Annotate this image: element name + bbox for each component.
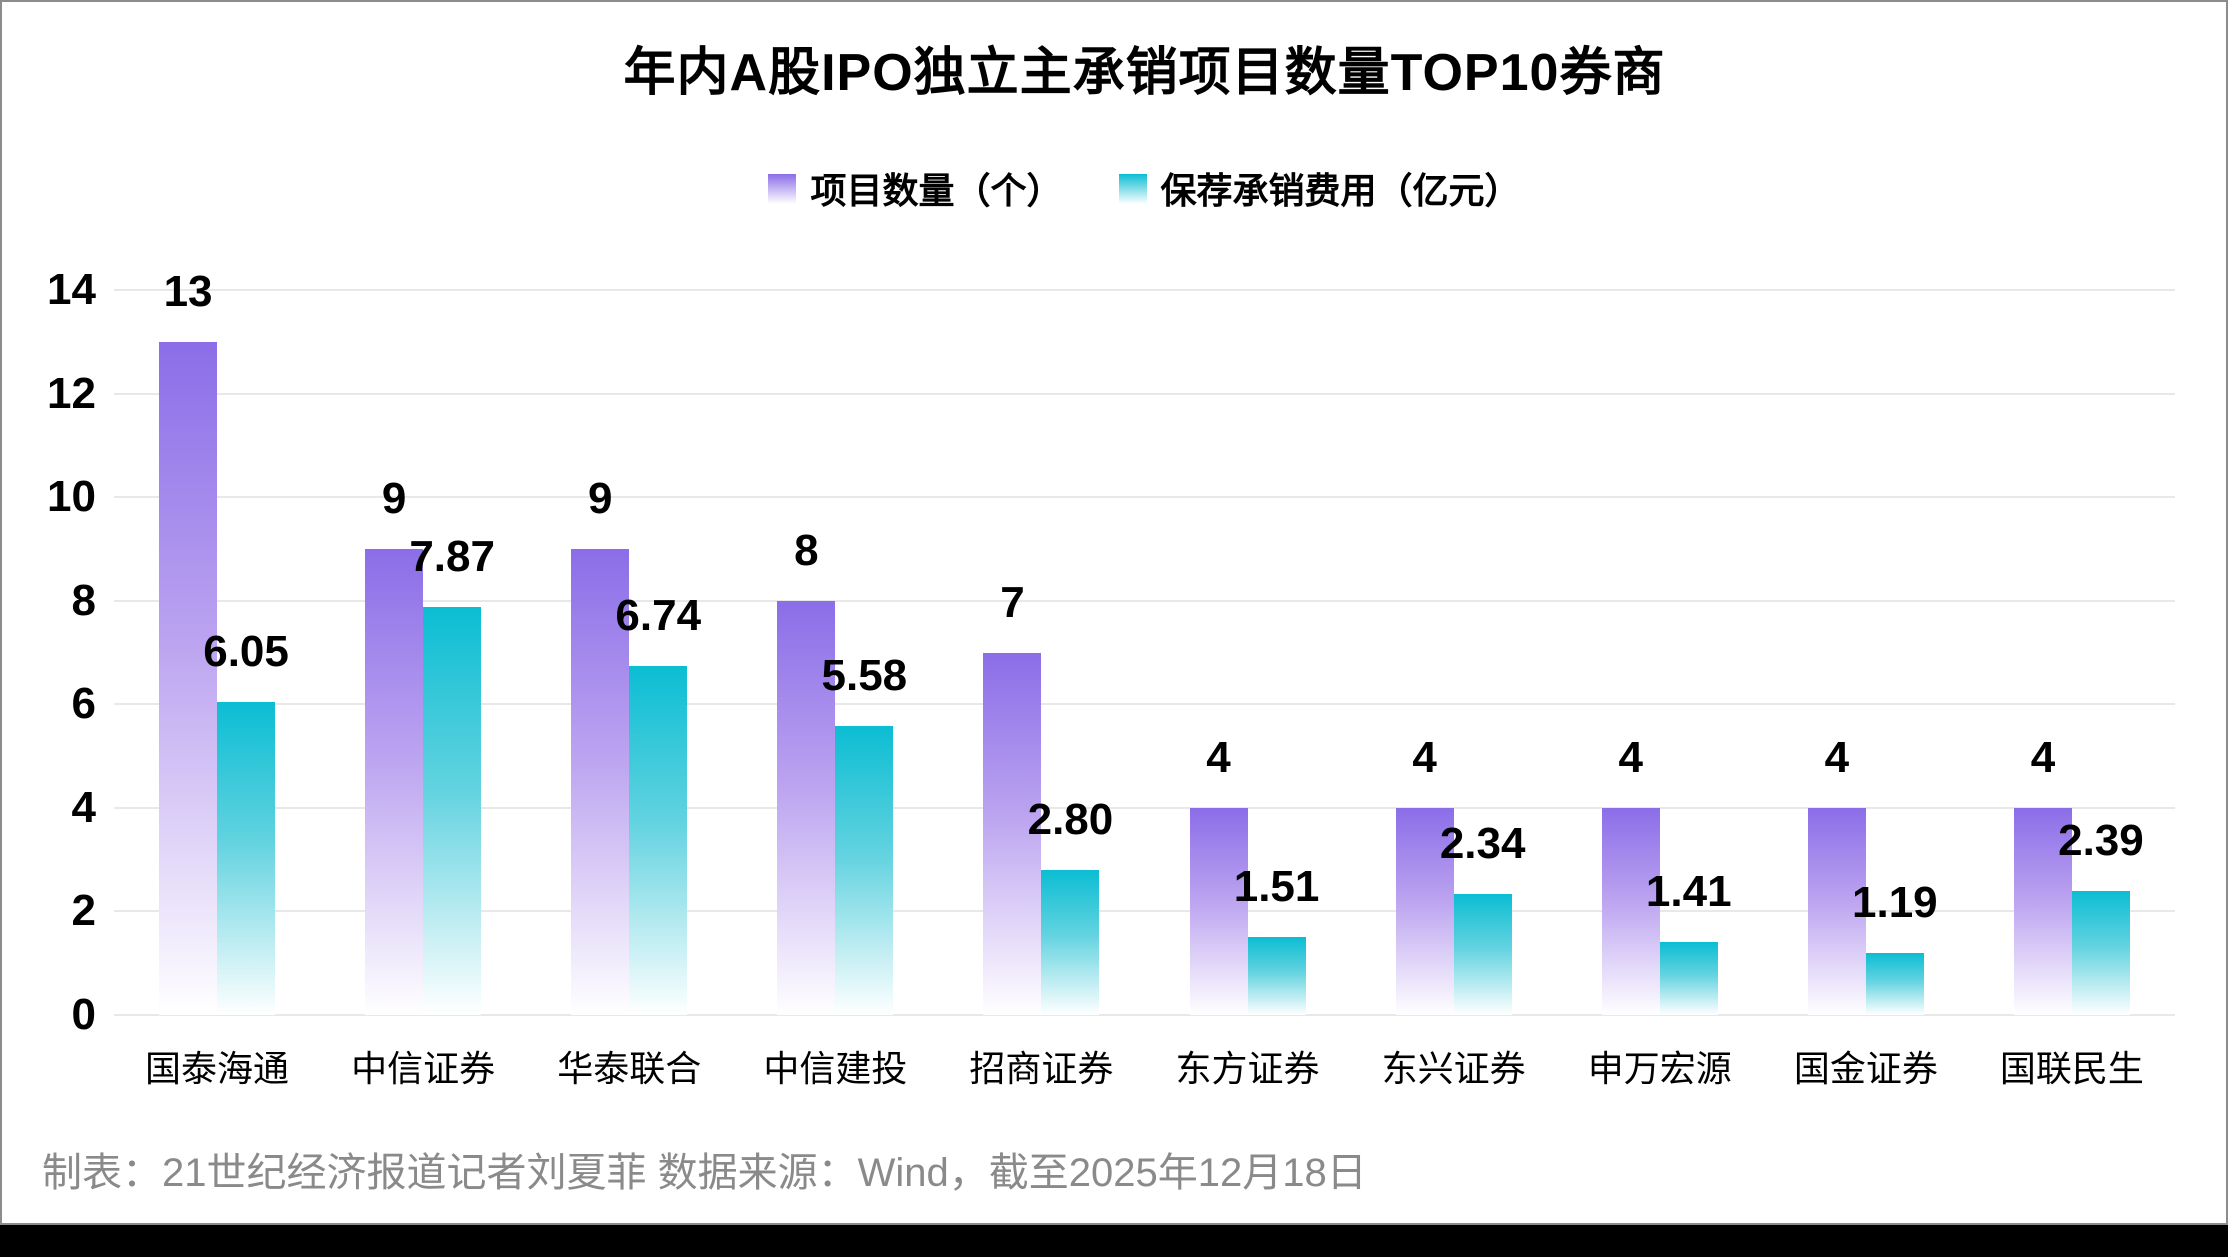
category-label: 东方证券 xyxy=(1175,1048,1320,1089)
legend-item-fees: 保荐承销费用（亿元） xyxy=(1118,162,1521,214)
bar-projects xyxy=(2013,807,2072,1015)
category-label: 申万宏源 xyxy=(1587,1048,1732,1089)
bar-projects xyxy=(571,548,630,1015)
category-label: 中信证券 xyxy=(351,1048,496,1089)
bar-fees xyxy=(2071,891,2130,1015)
grid-line xyxy=(114,1014,2175,1016)
category-label: 华泰联合 xyxy=(557,1048,702,1089)
source-note: 制表：21世纪经济报道记者刘夏菲 数据来源：Wind，截至2025年12月18日 xyxy=(42,1151,1367,1195)
bar-projects xyxy=(1189,807,1248,1015)
bar-fees xyxy=(1041,870,1100,1015)
bar-value-label: 7 xyxy=(1000,577,1025,627)
bar-value-label: 4 xyxy=(2030,732,2056,782)
category-label: 东兴证券 xyxy=(1381,1048,1526,1089)
bar-value-label: 4 xyxy=(1824,732,1850,782)
y-axis-tick-label: 8 xyxy=(71,575,96,625)
grid-line xyxy=(114,806,2175,809)
bar-fees xyxy=(629,665,688,1015)
bar-fees xyxy=(1659,941,1718,1015)
bottom-black-band xyxy=(0,1225,2228,1257)
legend: 项目数量（个） 保荐承销费用（亿元） xyxy=(114,162,2175,214)
legend-item-projects: 项目数量（个） xyxy=(768,162,1063,214)
legend-swatch-fees-icon xyxy=(1118,174,1147,204)
legend-label-projects: 项目数量（个） xyxy=(810,170,1063,211)
category-label: 国泰海通 xyxy=(145,1048,290,1089)
y-axis-tick-label: 14 xyxy=(47,265,96,314)
bar-projects xyxy=(983,652,1042,1015)
y-axis-tick-label: 0 xyxy=(71,990,96,1039)
bar-value-label: 9 xyxy=(381,473,407,523)
grid-line xyxy=(114,599,2175,602)
bar-value-label: 2.34 xyxy=(1439,818,1526,868)
bar-value-label: 13 xyxy=(163,266,213,316)
y-axis-tick-label: 6 xyxy=(71,679,96,729)
bar-projects xyxy=(1395,807,1454,1015)
grid-line xyxy=(114,289,2175,291)
chart-card: 年内A股IPO独立主承销项目数量TOP10券商 项目数量（个） 保荐承销费用（亿… xyxy=(0,0,2228,1225)
plot-area: 13 6.05 9 7.87 9 6.74 8 5.58 7 2.80 4 1.51 4 2.34 4 1.4… xyxy=(114,269,2175,1016)
y-axis-tick-label: 4 xyxy=(71,782,96,832)
legend-label-fees: 保荐承销费用（亿元） xyxy=(1160,170,1521,211)
bar-fees xyxy=(1453,893,1512,1015)
bar-fees xyxy=(835,726,894,1015)
bar-value-label: 6.74 xyxy=(615,590,702,640)
bar-fees xyxy=(217,701,276,1015)
bar-value-label: 1.19 xyxy=(1852,878,1938,928)
bar-value-label: 9 xyxy=(588,473,613,523)
bar-projects xyxy=(1807,807,1866,1015)
bar-fees xyxy=(423,607,482,1015)
grid-line xyxy=(114,496,2175,499)
bar-value-label: 1.41 xyxy=(1645,866,1732,916)
grid-line xyxy=(114,910,2175,913)
bar-value-label: 2.39 xyxy=(2058,816,2144,866)
category-label: 国联民生 xyxy=(1999,1048,2144,1089)
bar-value-label: 1.51 xyxy=(1233,861,1320,911)
y-axis-tick-label: 12 xyxy=(47,368,96,418)
bar-projects xyxy=(159,341,218,1015)
chart-title: 年内A股IPO独立主承销项目数量TOP10券商 xyxy=(623,44,1666,102)
bar-fees xyxy=(1247,936,1306,1015)
bar-fees xyxy=(1865,953,1924,1015)
category-label: 国金证券 xyxy=(1793,1048,1938,1089)
bar-value-label: 4 xyxy=(1206,732,1231,782)
bar-value-label: 6.05 xyxy=(203,626,289,676)
bar-value-label: 4 xyxy=(1618,732,1643,782)
bar-projects xyxy=(777,600,836,1015)
category-label: 中信建投 xyxy=(763,1048,908,1089)
grid-line xyxy=(114,392,2175,395)
y-axis-tick-label: 2 xyxy=(71,886,96,936)
grid-line xyxy=(114,703,2175,706)
category-label: 招商证券 xyxy=(969,1048,1114,1089)
bar-projects xyxy=(365,548,424,1015)
legend-swatch-projects-icon xyxy=(768,174,797,204)
bar-value-label: 2.80 xyxy=(1027,795,1114,844)
bar-projects xyxy=(1601,807,1660,1015)
bar-value-label: 5.58 xyxy=(821,651,908,701)
bar-value-label: 4 xyxy=(1412,732,1437,782)
bar-value-label: 7.87 xyxy=(409,532,495,582)
bar-value-label: 8 xyxy=(794,525,819,575)
y-axis-tick-label: 10 xyxy=(47,472,96,522)
